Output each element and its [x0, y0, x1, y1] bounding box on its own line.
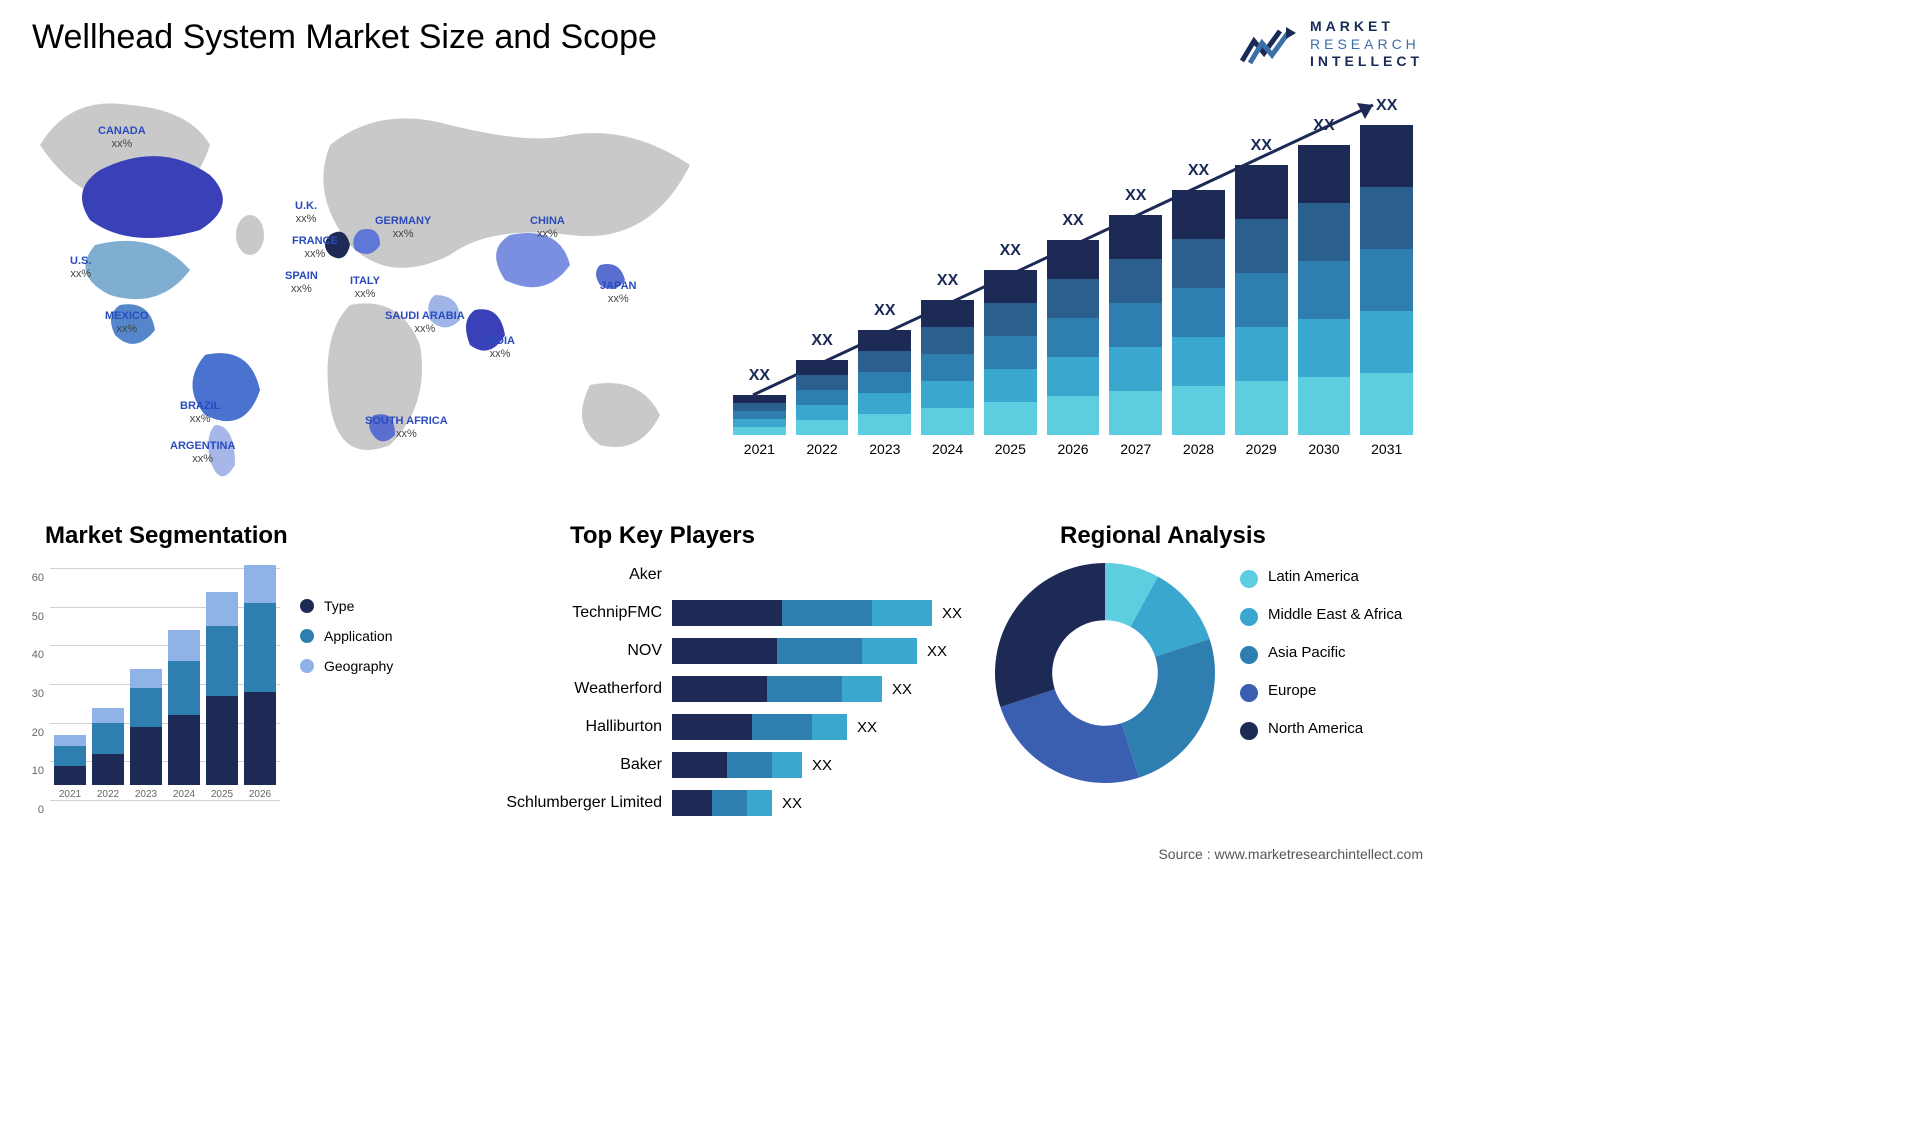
donut-chart: [990, 558, 1220, 788]
world-map-panel: CANADAxx% U.S.xx% MEXICOxx% BRAZILxx% ARGENT…: [30, 85, 710, 485]
seg-bar: 2021: [54, 735, 86, 800]
map-label: U.K.xx%: [295, 200, 317, 225]
map-label: ARGENTINAxx%: [170, 440, 235, 465]
map-label: CANADAxx%: [98, 125, 146, 150]
map-label: GERMANYxx%: [375, 215, 431, 240]
map-label: SPAINxx%: [285, 270, 318, 295]
keyplayers-chart: Aker TechnipFMCXX NOVXX WeatherfordXX Hallib…: [472, 558, 972, 858]
legend-item: Type: [300, 598, 393, 614]
logo-text-2: RESEARCH: [1310, 36, 1423, 54]
keyplayer-row: Aker: [472, 558, 972, 592]
map-label: CHINAxx%: [530, 215, 565, 240]
donut-slice: [1121, 639, 1215, 778]
keyplayer-row: TechnipFMCXX: [472, 596, 972, 630]
growth-bar: XX2030: [1298, 145, 1351, 457]
growth-bar: XX2022: [796, 360, 849, 457]
growth-bar: XX2029: [1235, 165, 1288, 457]
regional-chart: Latin America Middle East & Africa Asia Pa…: [990, 558, 1440, 848]
regional-legend: Latin America Middle East & Africa Asia Pa…: [1240, 568, 1402, 758]
map-label: FRANCExx%: [292, 235, 338, 260]
map-label: JAPANxx%: [600, 280, 636, 305]
legend-item: Application: [300, 628, 393, 644]
page-title: Wellhead System Market Size and Scope: [32, 18, 657, 57]
logo: MARKET RESEARCH INTELLECT: [1240, 18, 1423, 71]
keyplayer-row: HalliburtonXX: [472, 710, 972, 744]
logo-text-3: INTELLECT: [1310, 53, 1423, 71]
regional-title: Regional Analysis: [1060, 522, 1266, 550]
growth-bar: XX2028: [1172, 190, 1225, 457]
seg-bar: 2023: [130, 669, 162, 800]
segmentation-chart: 0102030405060 202120222023202420252026 T…: [20, 558, 420, 848]
map-label: ITALYxx%: [350, 275, 380, 300]
growth-chart: XX2021XX2022XX2023XX2024XX2025XX2026XX20…: [733, 85, 1413, 485]
seg-bar: 2022: [92, 708, 124, 800]
legend-item: Middle East & Africa: [1240, 606, 1402, 626]
keyplayers-title: Top Key Players: [570, 522, 755, 550]
growth-bar: XX2025: [984, 270, 1037, 457]
donut-slice: [995, 563, 1105, 707]
segmentation-title: Market Segmentation: [45, 522, 288, 550]
keyplayer-row: NOVXX: [472, 634, 972, 668]
seg-bar: 2024: [168, 630, 200, 800]
growth-bar: XX2027: [1109, 215, 1162, 457]
map-label: U.S.xx%: [70, 255, 91, 280]
map-label: INDIAxx%: [485, 335, 515, 360]
growth-bar: XX2024: [921, 300, 974, 457]
growth-bar: XX2021: [733, 395, 786, 457]
seg-bar: 2025: [206, 592, 238, 800]
legend-item: Geography: [300, 658, 393, 674]
map-label: SOUTH AFRICAxx%: [365, 415, 448, 440]
seg-bar: 2026: [244, 565, 276, 800]
segmentation-legend: Type Application Geography: [300, 598, 393, 688]
keyplayer-row: BakerXX: [472, 748, 972, 782]
source-text: Source : www.marketresearchintellect.com: [1158, 846, 1423, 862]
legend-item: Europe: [1240, 682, 1402, 702]
legend-item: Asia Pacific: [1240, 644, 1402, 664]
keyplayer-row: Schlumberger LimitedXX: [472, 786, 972, 820]
donut-slice: [1000, 689, 1139, 783]
legend-item: Latin America: [1240, 568, 1402, 588]
growth-bar: XX2026: [1047, 240, 1100, 457]
legend-item: North America: [1240, 720, 1402, 740]
map-label: MEXICOxx%: [105, 310, 148, 335]
logo-text-1: MARKET: [1310, 18, 1423, 36]
growth-bar: XX2031: [1360, 125, 1413, 457]
growth-bar: XX2023: [858, 330, 911, 457]
map-label: BRAZILxx%: [180, 400, 220, 425]
map-label: SAUDI ARABIAxx%: [385, 310, 465, 335]
keyplayer-row: WeatherfordXX: [472, 672, 972, 706]
logo-mark-icon: [1240, 23, 1300, 65]
